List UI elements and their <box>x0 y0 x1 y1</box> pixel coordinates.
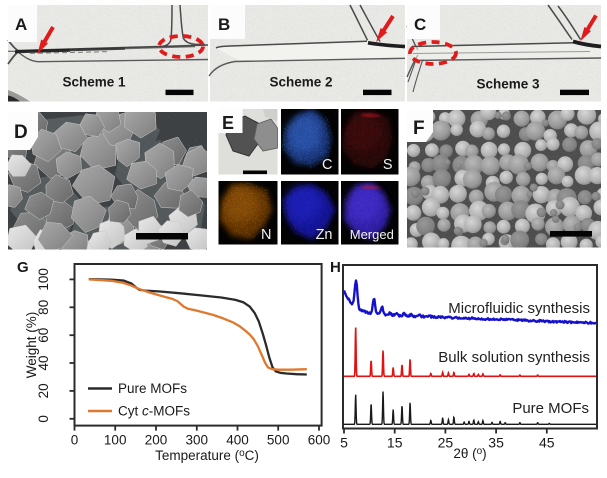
svg-text:5: 5 <box>340 435 348 451</box>
svg-text:35: 35 <box>488 435 504 451</box>
svg-text:H: H <box>330 259 341 276</box>
svg-text:0: 0 <box>71 433 79 448</box>
svg-text:Microfluidic synthesis: Microfluidic synthesis <box>448 300 590 317</box>
svg-text:B: B <box>218 15 230 34</box>
svg-text:0: 0 <box>36 415 51 423</box>
svg-text:Cyt c-MOFs: Cyt c-MOFs <box>118 404 190 419</box>
svg-text:Merged: Merged <box>350 227 394 242</box>
svg-text:2θ (o): 2θ (o) <box>453 446 486 461</box>
svg-text:45: 45 <box>539 435 555 451</box>
svg-text:300: 300 <box>186 433 209 448</box>
svg-text:G: G <box>17 259 29 276</box>
svg-text:Scheme 1: Scheme 1 <box>62 75 126 90</box>
svg-text:Scheme 3: Scheme 3 <box>476 77 540 92</box>
svg-text:F: F <box>413 118 425 139</box>
svg-text:E: E <box>222 113 234 133</box>
svg-text:200: 200 <box>145 433 168 448</box>
svg-text:25: 25 <box>438 435 454 451</box>
svg-text:Temperature (oC): Temperature (oC) <box>155 448 259 463</box>
svg-text:20: 20 <box>36 383 51 398</box>
svg-text:Weight (%): Weight (%) <box>24 312 39 379</box>
svg-text:A: A <box>15 15 27 34</box>
svg-text:Zn: Zn <box>316 227 333 243</box>
svg-text:C: C <box>414 15 426 34</box>
svg-text:S: S <box>383 157 393 173</box>
svg-text:500: 500 <box>267 433 290 448</box>
svg-text:400: 400 <box>226 433 249 448</box>
svg-text:600: 600 <box>308 433 331 448</box>
svg-text:100: 100 <box>36 268 51 291</box>
svg-text:Pure MOFs: Pure MOFs <box>512 400 589 417</box>
svg-text:100: 100 <box>104 433 127 448</box>
svg-text:Scheme 2: Scheme 2 <box>269 75 332 90</box>
svg-text:D: D <box>14 122 28 143</box>
svg-text:15: 15 <box>387 435 403 451</box>
svg-text:N: N <box>261 227 271 243</box>
svg-text:Pure MOFs: Pure MOFs <box>118 381 187 396</box>
svg-text:C: C <box>322 157 332 173</box>
svg-text:Bulk solution synthesis: Bulk solution synthesis <box>438 349 590 366</box>
